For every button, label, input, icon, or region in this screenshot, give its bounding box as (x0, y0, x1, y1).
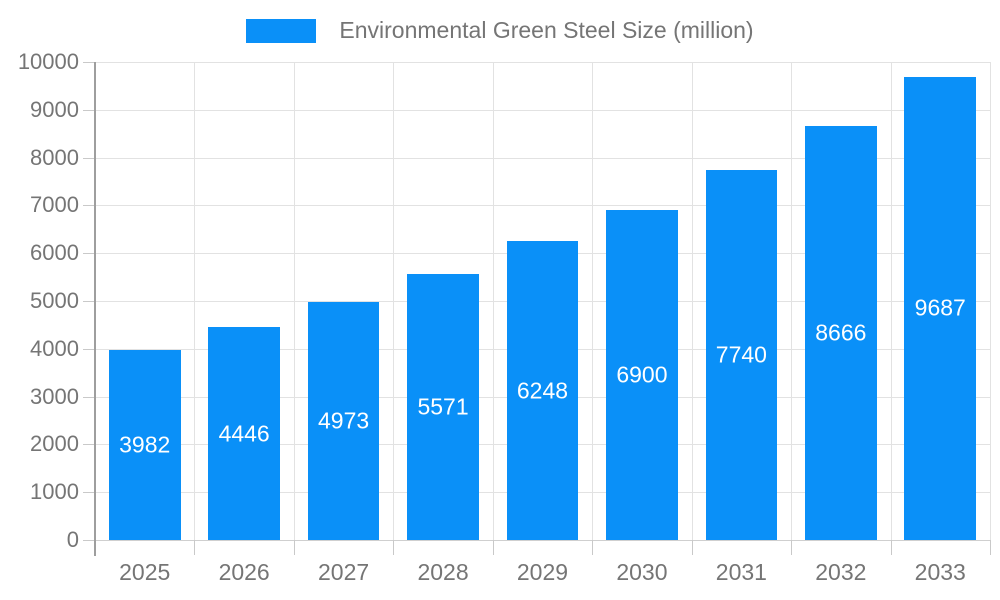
y-axis-tick (83, 109, 95, 111)
x-axis-tick (890, 540, 892, 555)
bar-value-label: 3982 (119, 431, 171, 458)
y-tick-label: 4000 (30, 335, 79, 361)
x-tick-label: 2033 (914, 559, 966, 585)
plot-area: 0 1000 2000 3000 4000 5000 6000 7000 8000 9000 100… (18, 49, 991, 585)
bar-value-label: 5571 (417, 393, 469, 420)
gridline-horizontal (95, 205, 990, 207)
x-tick-label: 2031 (715, 559, 767, 585)
bar-2028[interactable]: 5571 (407, 273, 479, 540)
x-tick-label: 2030 (616, 559, 668, 585)
y-axis-line (94, 62, 96, 556)
x-axis-tick (990, 540, 991, 555)
y-axis-tick (83, 205, 95, 207)
bar-value-label: 6900 (616, 361, 668, 388)
y-tick-label: 5000 (30, 288, 79, 313)
x-axis-tick (791, 540, 793, 555)
x-tick-label: 2025 (119, 559, 171, 585)
y-axis-tick (83, 348, 95, 350)
gridline-horizontal (95, 62, 990, 63)
y-axis-tick (83, 253, 95, 255)
gridline-vertical (691, 62, 693, 540)
bar-2029[interactable]: 6248 (506, 241, 579, 540)
x-axis-tick (492, 540, 494, 555)
gridline-vertical (194, 62, 196, 540)
bar-2031[interactable]: 7740 (705, 170, 778, 540)
x-axis-tick (194, 540, 196, 555)
y-tick-label: 0 (66, 527, 79, 552)
y-tick-label: 6000 (30, 240, 79, 266)
gridline-horizontal (95, 109, 990, 111)
bar-value-label: 9687 (914, 294, 966, 321)
y-axis-tick (83, 62, 95, 63)
bar-2030[interactable]: 6900 (606, 210, 678, 540)
y-axis-tick (83, 540, 95, 541)
x-axis-tick (592, 540, 594, 555)
y-axis-tick (83, 444, 95, 446)
legend-label: Environmental Green Steel Size (million) (339, 17, 754, 43)
x-tick-label: 2028 (417, 559, 469, 585)
gridline-horizontal (95, 157, 990, 159)
bar-2025[interactable]: 3982 (108, 349, 181, 540)
x-tick-label: 2029 (516, 559, 569, 585)
y-tick-label: 10000 (17, 49, 79, 74)
bar-value-label: 4446 (218, 420, 270, 447)
y-tick-label: 1000 (30, 479, 79, 505)
bar-value-label: 6248 (516, 377, 569, 404)
x-axis-tick (691, 540, 693, 555)
gridline-vertical (791, 62, 793, 540)
legend-swatch (246, 18, 317, 43)
gridline-vertical (592, 62, 594, 540)
bar-2033[interactable]: 9687 (904, 76, 977, 540)
bar-2032[interactable]: 8666 (805, 125, 877, 540)
y-tick-label: 9000 (30, 96, 79, 122)
y-tick-label: 7000 (30, 192, 79, 218)
bar-value-label: 7740 (715, 341, 767, 368)
bar-value-label: 8666 (815, 319, 867, 346)
gridline-horizontal (95, 540, 990, 541)
x-tick-label: 2027 (318, 559, 370, 585)
y-axis-tick (83, 492, 95, 494)
y-tick-label: 3000 (30, 383, 79, 409)
y-tick-label: 8000 (30, 144, 79, 170)
y-tick-label: 2000 (30, 431, 79, 457)
y-axis-tick (83, 301, 95, 302)
x-axis-tick (293, 540, 295, 555)
y-axis-tick (83, 157, 95, 159)
x-axis-tick (393, 540, 395, 555)
bar-2026[interactable]: 4446 (208, 327, 280, 540)
gridline-vertical (393, 62, 395, 540)
x-tick-label: 2026 (218, 559, 270, 585)
gridline-vertical (990, 62, 991, 540)
gridline-vertical (492, 62, 494, 540)
gridline-vertical (890, 62, 892, 540)
bar-value-label: 4973 (318, 407, 370, 434)
bar-2027[interactable]: 4973 (307, 302, 380, 540)
legend: Environmental Green Steel Size (million) (0, 17, 1000, 44)
y-axis-tick (83, 396, 95, 398)
x-tick-label: 2032 (815, 559, 867, 585)
gridline-vertical (293, 62, 295, 540)
